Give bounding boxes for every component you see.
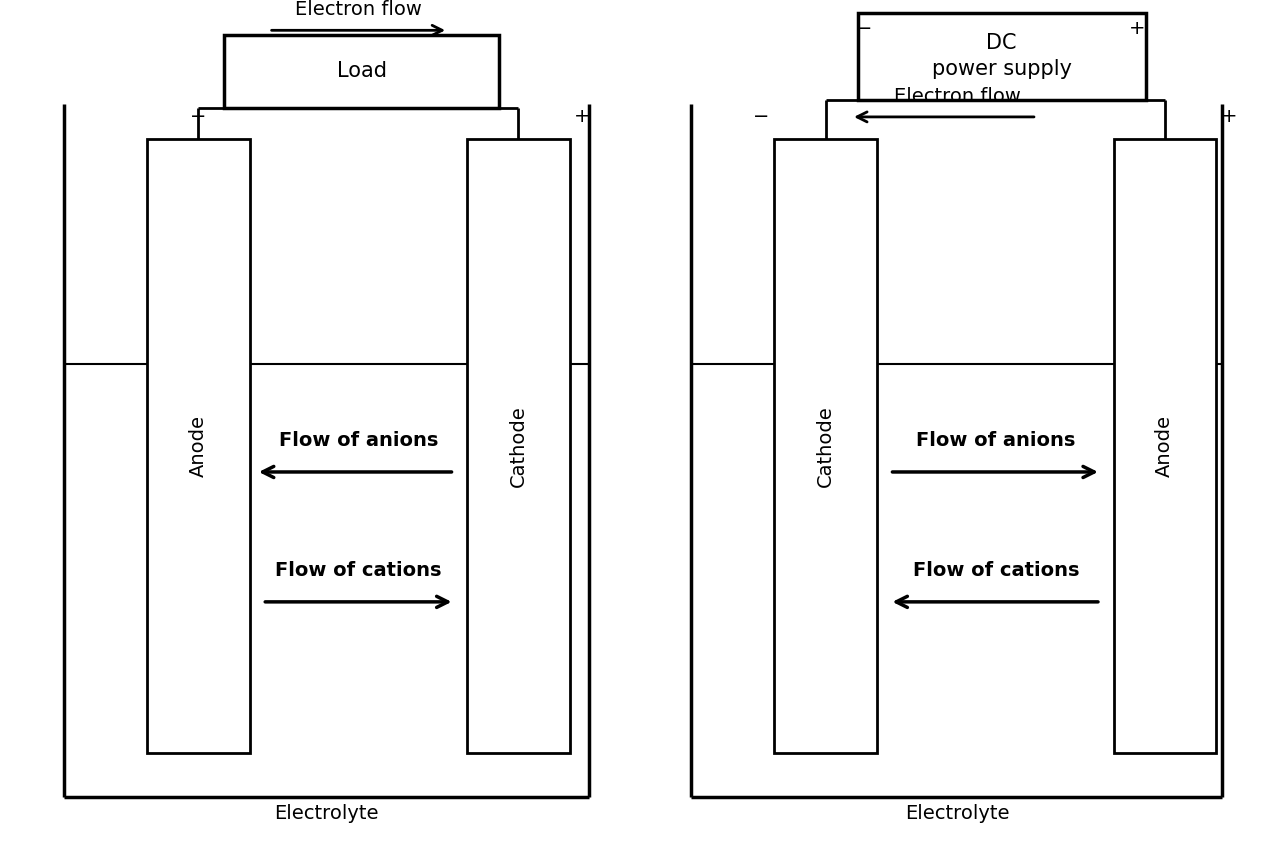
Text: Anode: Anode — [189, 415, 207, 477]
Text: Electron flow: Electron flow — [294, 0, 422, 19]
Text: −: − — [856, 19, 872, 38]
Text: −: − — [754, 107, 769, 126]
Text: Load: Load — [337, 61, 387, 81]
Text: +: + — [1221, 107, 1236, 126]
Text: Flow of anions: Flow of anions — [279, 431, 438, 450]
Text: Flow of cations: Flow of cations — [913, 561, 1079, 580]
Text: +: + — [575, 107, 590, 126]
Text: DC
power supply: DC power supply — [932, 33, 1071, 80]
Text: Anode: Anode — [1156, 415, 1174, 477]
Bar — [467, 139, 570, 753]
Bar — [858, 13, 1146, 100]
Text: −: − — [191, 107, 206, 126]
Bar — [147, 139, 250, 753]
Text: +: + — [1129, 19, 1144, 38]
Text: Electrolyte: Electrolyte — [905, 804, 1010, 823]
Text: Flow of anions: Flow of anions — [916, 431, 1075, 450]
Bar — [774, 139, 877, 753]
Bar — [224, 35, 499, 108]
Bar — [1114, 139, 1216, 753]
Text: Electrolyte: Electrolyte — [274, 804, 379, 823]
Text: Cathode: Cathode — [817, 405, 835, 487]
Text: Electron flow: Electron flow — [893, 87, 1021, 106]
Text: Flow of cations: Flow of cations — [275, 561, 442, 580]
Text: Cathode: Cathode — [509, 405, 527, 487]
